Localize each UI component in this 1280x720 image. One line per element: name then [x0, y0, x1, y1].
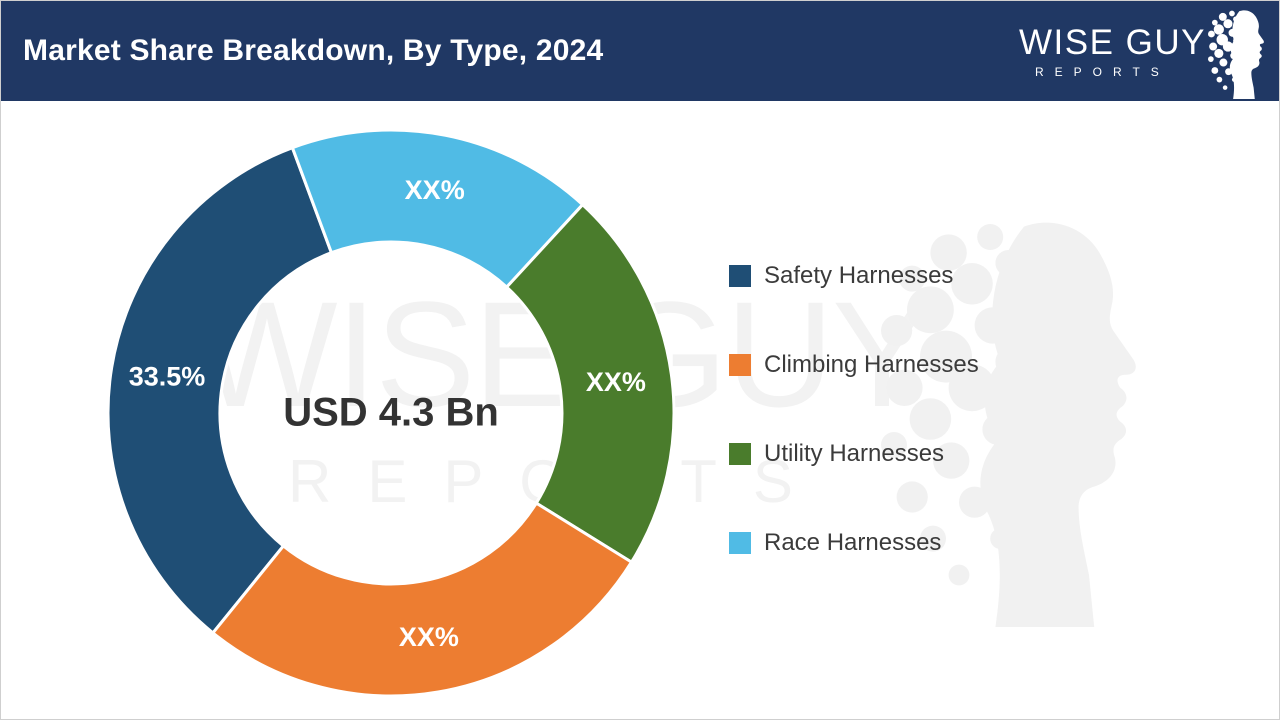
legend-label: Climbing Harnesses — [764, 351, 979, 378]
donut-chart: 33.5% XX% XX% XX% — [106, 128, 676, 698]
legend-label: Safety Harnesses — [764, 262, 954, 289]
logo-tagline: REPORTS — [1035, 65, 1170, 79]
legend-item: Safety Harnesses — [729, 254, 979, 298]
legend-swatch — [729, 443, 751, 465]
legend-item: Race Harnesses — [729, 521, 979, 565]
legend-swatch — [729, 354, 751, 376]
slice-label: 33.5% — [129, 361, 206, 391]
slice-label: XX% — [399, 622, 459, 652]
logo-wordmark: WISE GUY — [1019, 23, 1207, 62]
legend-swatch — [729, 265, 751, 287]
donut-center-value: USD 4.3 Bn — [283, 390, 499, 435]
chart-legend: Safety Harnesses Climbing Harnesses Utilit… — [729, 254, 979, 610]
legend-item: Climbing Harnesses — [729, 343, 979, 387]
legend-swatch — [729, 532, 751, 554]
donut-slice — [106, 146, 333, 635]
header-bar: Market Share Breakdown, By Type, 2024 WI… — [1, 1, 1279, 101]
donut-slice — [505, 203, 676, 564]
logo-head-icon — [1208, 10, 1264, 99]
legend-label: Race Harnesses — [764, 529, 942, 556]
slice-label: XX% — [586, 367, 646, 397]
legend-label: Utility Harnesses — [764, 440, 945, 467]
logo-text: WISE GUY REPORTS — [1019, 25, 1206, 99]
donut-slice — [211, 501, 633, 698]
slice-label: XX% — [405, 175, 465, 205]
donut-slice — [290, 128, 585, 289]
wise-guy-logo: WISE GUY REPORTS — [1019, 5, 1269, 99]
legend-item: Utility Harnesses — [729, 432, 979, 476]
page-title: Market Share Breakdown, By Type, 2024 — [23, 34, 604, 67]
